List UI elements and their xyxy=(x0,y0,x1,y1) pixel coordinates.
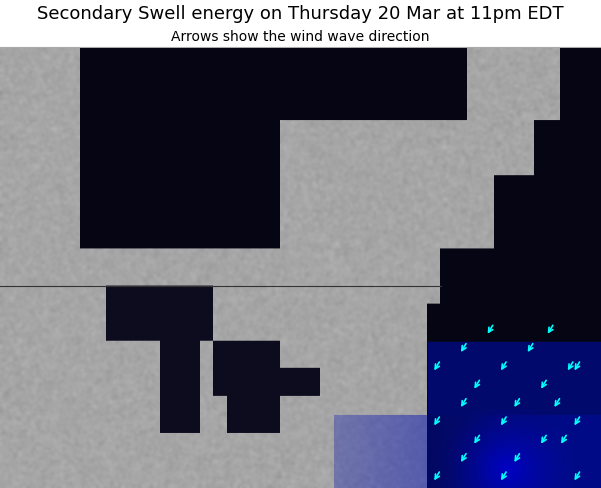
Text: Secondary Swell energy on Thursday 20 Mar at 11pm EDT: Secondary Swell energy on Thursday 20 Ma… xyxy=(37,5,564,22)
Text: Arrows show the wind wave direction: Arrows show the wind wave direction xyxy=(171,30,430,43)
